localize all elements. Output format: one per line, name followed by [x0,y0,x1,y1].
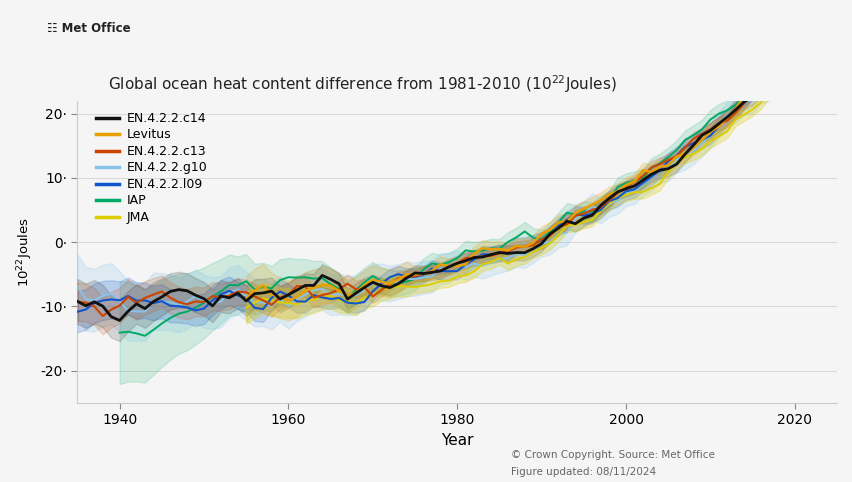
Text: © Crown Copyright. Source: Met Office: © Crown Copyright. Source: Met Office [511,450,715,460]
X-axis label: Year: Year [441,433,474,448]
Text: Figure updated: 08/11/2024: Figure updated: 08/11/2024 [511,467,656,477]
Text: ☷ Met Office: ☷ Met Office [47,22,130,35]
Legend: EN.4.2.2.c14, Levitus, EN.4.2.2.c13, EN.4.2.2.g10, EN.4.2.2.l09, IAP, JMA: EN.4.2.2.c14, Levitus, EN.4.2.2.c13, EN.… [91,107,212,229]
Text: Global ocean heat content difference from 1981-2010 (10$^{22}$Joules): Global ocean heat content difference fro… [108,73,617,94]
Y-axis label: 10$^{22}$Joules: 10$^{22}$Joules [15,217,35,286]
